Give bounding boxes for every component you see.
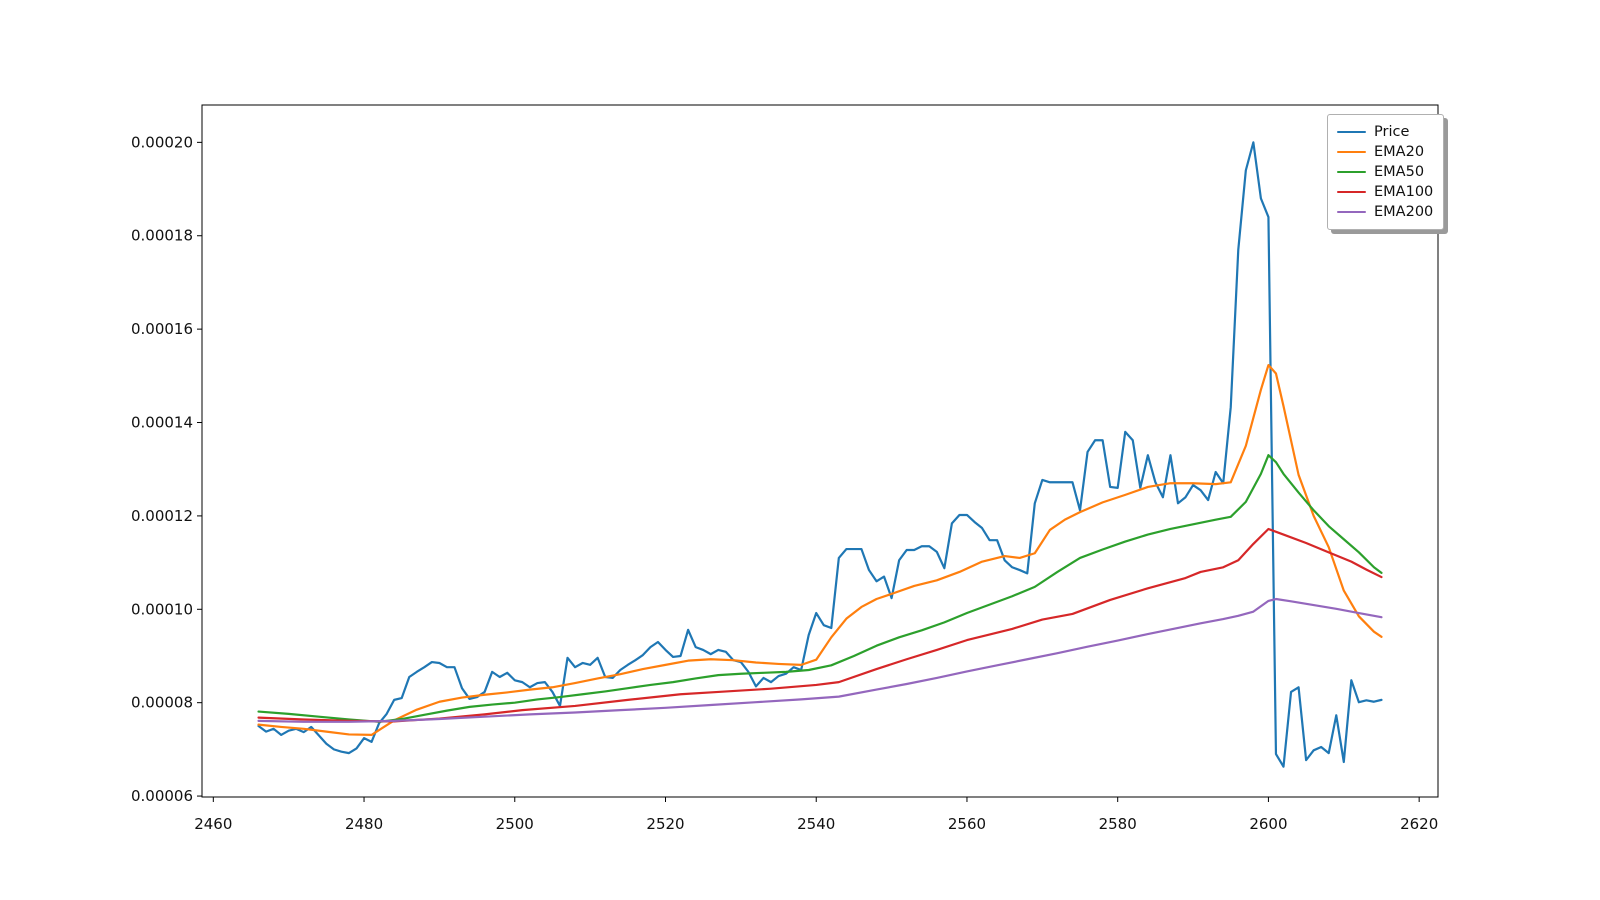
legend-entry-price: Price — [1337, 122, 1433, 142]
x-tick-label: 2600 — [1249, 815, 1287, 833]
y-tick-label: 0.00006 — [131, 787, 193, 805]
y-tick-label: 0.00012 — [131, 507, 193, 525]
legend-line-swatch — [1337, 150, 1366, 154]
legend-label: EMA200 — [1374, 204, 1434, 220]
legend-entry-ema100: EMA100 — [1337, 182, 1433, 202]
y-tick-label: 0.00018 — [131, 227, 193, 245]
legend-label: Price — [1374, 124, 1410, 140]
series-ema100 — [257, 527, 1383, 723]
x-tick-label: 2480 — [345, 815, 383, 833]
x-tick-label: 2580 — [1099, 815, 1137, 833]
legend-line-swatch — [1337, 190, 1366, 194]
legend-label: EMA50 — [1374, 164, 1425, 180]
plot-border — [201, 104, 1439, 798]
series-ema20 — [257, 363, 1383, 737]
x-tick-label: 2540 — [797, 815, 835, 833]
y-tick-label: 0.00008 — [131, 694, 193, 712]
series-ema50 — [257, 454, 1383, 723]
legend-entry-ema50: EMA50 — [1337, 162, 1433, 182]
y-tick-label: 0.00020 — [131, 133, 193, 151]
legend-label: EMA100 — [1374, 184, 1434, 200]
x-tick-label: 2520 — [646, 815, 684, 833]
x-tick-label: 2460 — [194, 815, 232, 833]
y-tick-label: 0.00014 — [131, 414, 193, 432]
legend-line-swatch — [1337, 210, 1366, 214]
x-tick-label: 2620 — [1400, 815, 1438, 833]
y-tick-label: 0.00010 — [131, 600, 193, 618]
legend-label: EMA20 — [1374, 144, 1425, 160]
chart-legend: Price EMA20 EMA50 EMA100 EMA200 — [1327, 114, 1445, 230]
series-ema200 — [257, 597, 1383, 723]
legend-entry-ema20: EMA20 — [1337, 142, 1433, 162]
legend-line-swatch — [1337, 170, 1366, 174]
legend-entry-ema200: EMA200 — [1337, 202, 1433, 222]
x-tick-label: 2500 — [496, 815, 534, 833]
x-tick-label: 2560 — [948, 815, 986, 833]
legend-line-swatch — [1337, 130, 1366, 134]
y-tick-label: 0.00016 — [131, 320, 193, 338]
series-price — [257, 141, 1383, 768]
